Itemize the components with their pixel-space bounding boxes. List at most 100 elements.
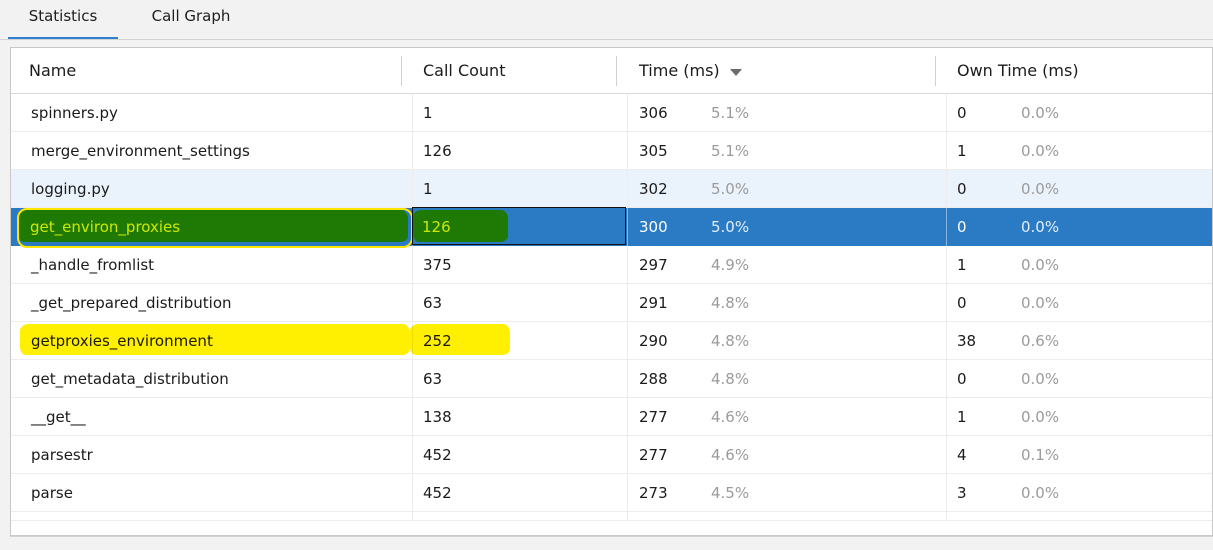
table-row[interactable]: _handle_fromlist 375 297 4.9% 1 0.0% <box>11 246 1212 284</box>
header-divider-2[interactable] <box>616 56 617 86</box>
column-header-name[interactable]: Name <box>29 48 76 93</box>
cell-time[interactable]: 306 <box>639 103 668 122</box>
table-row[interactable]: parse 452 273 4.5% 3 0.0% <box>11 474 1212 512</box>
cell-time-percent[interactable]: 5.0% <box>711 217 750 236</box>
cell-own-time[interactable]: 38 <box>957 331 977 350</box>
cell-time[interactable]: 302 <box>639 179 668 198</box>
cell-own-time-percent[interactable]: 0.1% <box>1021 445 1060 464</box>
column-header-own-time[interactable]: Own Time (ms) <box>957 48 1079 93</box>
cell-own-time[interactable]: 3 <box>957 483 967 502</box>
cell-own-time[interactable]: 0 <box>957 179 967 198</box>
cell-call-count[interactable]: 63 <box>423 369 443 388</box>
table-row[interactable]: logging.py 1 302 5.0% 0 0.0% <box>11 170 1212 208</box>
cell-call-count[interactable]: 375 <box>423 255 452 274</box>
cell-time[interactable]: 277 <box>639 407 668 426</box>
table-row[interactable]: parsestr 452 277 4.6% 4 0.1% <box>11 436 1212 474</box>
table-row-partial[interactable] <box>11 512 1212 521</box>
cell-name[interactable]: getproxies_environment <box>31 331 213 350</box>
cell-time-percent[interactable]: 4.8% <box>711 293 750 312</box>
cell-divider-2 <box>627 94 628 132</box>
cell-call-count[interactable]: 452 <box>423 483 452 502</box>
cell-own-time-percent[interactable]: 0.0% <box>1021 217 1060 236</box>
cell-name[interactable]: parsestr <box>31 445 93 464</box>
frame-bottom-edge <box>10 536 1213 537</box>
table-row[interactable]: spinners.py 1 306 5.1% 0 0.0% <box>11 94 1212 132</box>
cell-name[interactable]: _get_prepared_distribution <box>31 293 232 312</box>
cell-own-time-percent[interactable]: 0.0% <box>1021 179 1060 198</box>
cell-name[interactable]: _handle_fromlist <box>31 255 155 274</box>
header-divider-1[interactable] <box>401 56 402 86</box>
cell-own-time[interactable]: 4 <box>957 445 967 464</box>
cell-own-time-percent[interactable]: 0.0% <box>1021 293 1060 312</box>
cell-divider-3 <box>946 132 947 170</box>
cell-own-time-percent[interactable]: 0.0% <box>1021 255 1060 274</box>
tab-statistics[interactable]: Statistics <box>8 0 118 40</box>
cell-divider-3 <box>946 208 947 246</box>
cell-time-percent[interactable]: 5.1% <box>711 103 750 122</box>
cell-time-percent[interactable]: 4.8% <box>711 331 750 350</box>
cell-time-percent[interactable]: 4.6% <box>711 445 750 464</box>
cell-time[interactable]: 277 <box>639 445 668 464</box>
cell-time[interactable]: 300 <box>639 217 668 236</box>
cell-divider-1 <box>412 512 413 520</box>
cell-name[interactable]: get_environ_proxies <box>31 217 182 236</box>
cell-divider-2 <box>627 322 628 360</box>
cell-own-time[interactable]: 0 <box>957 293 967 312</box>
cell-name[interactable]: logging.py <box>31 179 110 198</box>
table-body[interactable]: spinners.py 1 306 5.1% 0 0.0% merge_environmen… <box>11 94 1212 535</box>
cell-own-time[interactable]: 1 <box>957 141 967 160</box>
cell-divider-1 <box>412 208 413 246</box>
cell-time-percent[interactable]: 4.8% <box>711 369 750 388</box>
cell-time-percent[interactable]: 4.6% <box>711 407 750 426</box>
cell-time-percent[interactable]: 4.5% <box>711 483 750 502</box>
cell-time[interactable]: 297 <box>639 255 668 274</box>
header-divider-3[interactable] <box>935 56 936 86</box>
cell-time-percent[interactable]: 5.0% <box>711 179 750 198</box>
cell-divider-3 <box>946 398 947 436</box>
cell-call-count[interactable]: 126 <box>423 217 452 236</box>
cell-name[interactable]: parse <box>31 483 73 502</box>
cell-own-time[interactable]: 0 <box>957 217 967 236</box>
cell-own-time-percent[interactable]: 0.0% <box>1021 141 1060 160</box>
cell-time[interactable]: 288 <box>639 369 668 388</box>
cell-own-time-percent[interactable]: 0.0% <box>1021 407 1060 426</box>
cell-own-time[interactable]: 0 <box>957 103 967 122</box>
cell-call-count[interactable]: 126 <box>423 141 452 160</box>
table-row[interactable]: _get_prepared_distribution 63 291 4.8% 0 0.0% <box>11 284 1212 322</box>
cell-name[interactable]: merge_environment_settings <box>31 141 250 160</box>
cell-name[interactable]: get_metadata_distribution <box>31 369 229 388</box>
cell-own-time-percent[interactable]: 0.0% <box>1021 369 1060 388</box>
cell-own-time[interactable]: 1 <box>957 255 967 274</box>
table-row[interactable]: get_environ_proxies 126 300 5.0% 0 0.0% <box>11 208 1212 246</box>
cell-call-count[interactable]: 138 <box>423 407 452 426</box>
cell-call-count[interactable]: 452 <box>423 445 452 464</box>
column-header-time[interactable]: Time (ms) <box>639 48 742 93</box>
cell-divider-3 <box>946 474 947 512</box>
cell-time[interactable]: 273 <box>639 483 668 502</box>
cell-own-time-percent[interactable]: 0.6% <box>1021 331 1060 350</box>
cell-own-time[interactable]: 0 <box>957 369 967 388</box>
cell-own-time-percent[interactable]: 0.0% <box>1021 103 1060 122</box>
cell-own-time-percent[interactable]: 0.0% <box>1021 483 1060 502</box>
table-row[interactable]: getproxies_environment 252 290 4.8% 38 0.6% <box>11 322 1212 360</box>
cell-name[interactable]: __get__ <box>31 407 86 426</box>
cell-time[interactable]: 305 <box>639 141 668 160</box>
cell-time[interactable]: 291 <box>639 293 668 312</box>
cell-time-percent[interactable]: 5.1% <box>711 141 750 160</box>
cell-own-time[interactable]: 1 <box>957 407 967 426</box>
table-row[interactable]: merge_environment_settings 126 305 5.1% 1 0.0… <box>11 132 1212 170</box>
cell-call-count[interactable]: 1 <box>423 179 433 198</box>
column-header-call-count[interactable]: Call Count <box>423 48 505 93</box>
column-header-own-time-label: Own Time (ms) <box>957 61 1079 80</box>
cell-name[interactable]: spinners.py <box>31 103 118 122</box>
table-row[interactable]: get_metadata_distribution 63 288 4.8% 0 0.0% <box>11 360 1212 398</box>
cell-time[interactable]: 290 <box>639 331 668 350</box>
cell-call-count[interactable]: 63 <box>423 293 443 312</box>
cell-call-count[interactable]: 252 <box>423 331 452 350</box>
tab-call-graph[interactable]: Call Graph <box>132 0 250 40</box>
cell-call-count[interactable]: 1 <box>423 103 433 122</box>
cell-time-percent[interactable]: 4.9% <box>711 255 750 274</box>
tab-bar-divider <box>0 39 1213 40</box>
table-row[interactable]: __get__ 138 277 4.6% 1 0.0% <box>11 398 1212 436</box>
cell-divider-1 <box>412 246 413 284</box>
